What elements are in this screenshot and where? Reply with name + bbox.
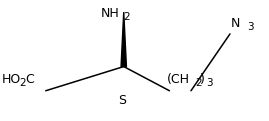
- Text: ): ): [200, 73, 205, 86]
- Text: N: N: [231, 17, 240, 30]
- Text: NH: NH: [101, 7, 120, 20]
- Text: HO: HO: [1, 73, 21, 86]
- Text: 3: 3: [247, 22, 254, 32]
- Text: 2: 2: [195, 78, 202, 88]
- Text: C: C: [25, 73, 34, 86]
- Text: 2: 2: [19, 78, 26, 88]
- Text: 2: 2: [124, 12, 130, 22]
- Text: 3: 3: [206, 78, 213, 88]
- Text: S: S: [118, 94, 126, 107]
- Text: (CH: (CH: [167, 73, 190, 86]
- Polygon shape: [121, 12, 126, 67]
